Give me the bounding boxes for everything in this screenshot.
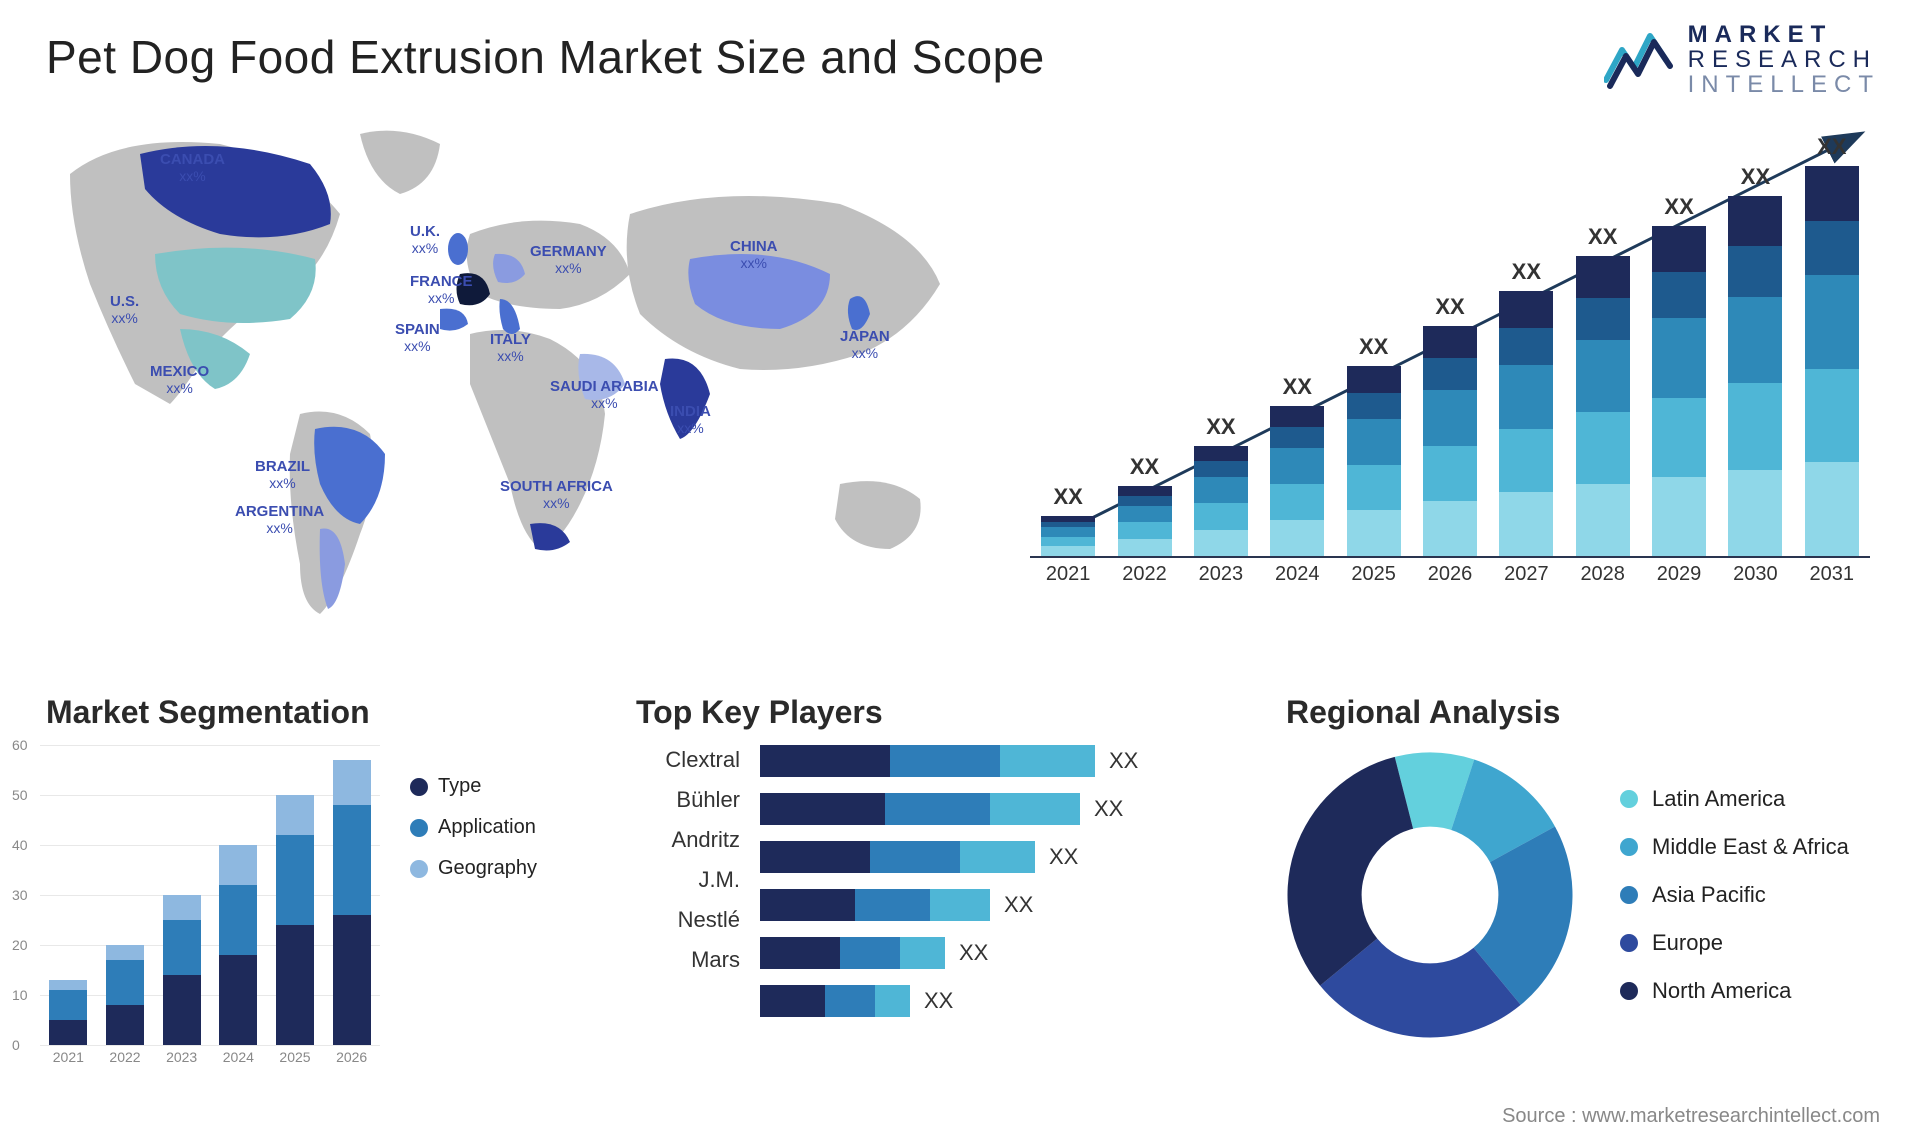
seg-y-tick: 20 xyxy=(12,937,28,953)
growth-year-label: 2021 xyxy=(1046,563,1091,586)
growth-bar: XX xyxy=(1423,326,1477,556)
growth-bar: XX xyxy=(1576,256,1630,556)
seg-legend-item: Type xyxy=(410,775,537,798)
seg-x-tick: 2022 xyxy=(109,1049,140,1065)
seg-bar-segment xyxy=(333,915,371,1045)
growth-year-label: 2025 xyxy=(1351,563,1396,586)
logo-line1: MARKET xyxy=(1688,22,1880,47)
brand-logo: MARKET RESEARCH INTELLECT xyxy=(1604,22,1880,98)
seg-y-tick: 30 xyxy=(12,887,28,903)
market-segmentation-panel: Market Segmentation 01020304050602021202… xyxy=(40,694,580,1045)
seg-y-tick: 60 xyxy=(12,737,28,753)
seg-x-tick: 2025 xyxy=(279,1049,310,1065)
growth-year-label: 2030 xyxy=(1733,563,1778,586)
growth-year-label: 2029 xyxy=(1657,563,1702,586)
player-bar: XX xyxy=(760,793,1123,825)
player-bar: XX xyxy=(760,889,1033,921)
top-key-players-title: Top Key Players xyxy=(636,694,1230,731)
market-segmentation-chart: 0102030405060202120222023202420252026 xyxy=(40,745,380,1045)
seg-x-tick: 2021 xyxy=(53,1049,84,1065)
regional-legend-item: Latin America xyxy=(1620,786,1849,812)
player-name: Andritz xyxy=(672,827,740,853)
world-map: CANADAxx%U.S.xx%MEXICOxx%BRAZILxx%ARGENT… xyxy=(40,104,1000,664)
seg-bar-segment xyxy=(219,885,257,955)
player-value: XX xyxy=(1094,796,1123,822)
regional-legend: Latin America Middle East & Africa Asia Pa… xyxy=(1620,786,1849,1004)
seg-bar-segment xyxy=(333,760,371,805)
seg-x-tick: 2024 xyxy=(223,1049,254,1065)
seg-x-tick: 2026 xyxy=(336,1049,367,1065)
seg-bar-segment xyxy=(276,795,314,835)
growth-year-label: 2028 xyxy=(1580,563,1625,586)
growth-year-label: 2031 xyxy=(1810,563,1855,586)
seg-bar-segment xyxy=(276,925,314,1045)
seg-y-tick: 50 xyxy=(12,787,28,803)
growth-year-label: 2027 xyxy=(1504,563,1549,586)
top-key-players-panel: Top Key Players Clextral Bühler Andritz J.M… xyxy=(630,694,1230,1045)
regional-analysis-panel: Regional Analysis Latin America Middle Ea… xyxy=(1280,694,1880,1045)
player-name: Mars xyxy=(691,947,740,973)
growth-bar: XX xyxy=(1118,486,1172,556)
player-value: XX xyxy=(959,940,988,966)
regional-legend-item: North America xyxy=(1620,978,1849,1004)
player-value: XX xyxy=(1109,748,1138,774)
regional-analysis-title: Regional Analysis xyxy=(1286,694,1880,731)
regional-legend-item: Asia Pacific xyxy=(1620,882,1849,908)
player-name: Bühler xyxy=(676,787,740,813)
seg-y-tick: 10 xyxy=(12,987,28,1003)
growth-bar: XX xyxy=(1728,196,1782,556)
player-bar: XX xyxy=(760,841,1078,873)
growth-bar: XX xyxy=(1347,366,1401,556)
logo-line2: RESEARCH xyxy=(1688,47,1880,72)
growth-year-label: 2026 xyxy=(1428,563,1473,586)
logo-icon xyxy=(1604,30,1676,90)
growth-bar: XX xyxy=(1652,226,1706,556)
regional-legend-item: Middle East & Africa xyxy=(1620,834,1849,860)
growth-year-label: 2022 xyxy=(1122,563,1167,586)
player-bar: XX xyxy=(760,985,953,1017)
seg-bar-segment xyxy=(163,920,201,975)
top-key-players-chart: XXXXXXXXXXXX xyxy=(760,745,1230,1045)
seg-bar-segment xyxy=(106,1005,144,1045)
seg-y-tick: 40 xyxy=(12,837,28,853)
player-value: XX xyxy=(1004,892,1033,918)
growth-bar: XX xyxy=(1499,291,1553,556)
seg-bar-segment xyxy=(106,945,144,960)
seg-bar-segment xyxy=(163,975,201,1045)
player-bar: XX xyxy=(760,937,988,969)
seg-bar-segment xyxy=(276,835,314,925)
seg-bar-segment xyxy=(49,980,87,990)
growth-year-label: 2024 xyxy=(1275,563,1320,586)
seg-legend-item: Application xyxy=(410,816,537,839)
seg-bar-segment xyxy=(49,990,87,1020)
seg-legend-item: Geography xyxy=(410,857,537,880)
seg-y-tick: 0 xyxy=(12,1037,20,1053)
seg-bar-segment xyxy=(106,960,144,1005)
player-value: XX xyxy=(1049,844,1078,870)
player-name-list: Clextral Bühler Andritz J.M. Nestlé Mars xyxy=(630,747,740,1045)
growth-bar-chart: 2021 2022 2023 2024 2025 2026 2027 2028 2029 2030… xyxy=(1030,104,1880,584)
source-text: Source : www.marketresearchintellect.com xyxy=(1502,1105,1880,1128)
player-bar: XX xyxy=(760,745,1138,777)
seg-bar-segment xyxy=(333,805,371,915)
seg-x-tick: 2023 xyxy=(166,1049,197,1065)
growth-bar: XX xyxy=(1805,166,1859,556)
market-segmentation-legend: Type Application Geography xyxy=(410,775,537,1045)
seg-bar-segment xyxy=(163,895,201,920)
seg-bar-segment xyxy=(219,955,257,1045)
regional-donut-chart xyxy=(1280,745,1580,1045)
growth-bar: XX xyxy=(1270,406,1324,556)
growth-year-label: 2023 xyxy=(1199,563,1244,586)
seg-bar-segment xyxy=(219,845,257,885)
regional-legend-item: Europe xyxy=(1620,930,1849,956)
player-name: J.M. xyxy=(698,867,740,893)
player-value: XX xyxy=(924,988,953,1014)
growth-bar: XX xyxy=(1194,446,1248,556)
seg-bar-segment xyxy=(49,1020,87,1045)
player-name: Nestlé xyxy=(678,907,740,933)
growth-bar: XX xyxy=(1041,516,1095,556)
player-name: Clextral xyxy=(665,747,740,773)
market-segmentation-title: Market Segmentation xyxy=(46,694,580,731)
logo-line3: INTELLECT xyxy=(1688,72,1880,97)
